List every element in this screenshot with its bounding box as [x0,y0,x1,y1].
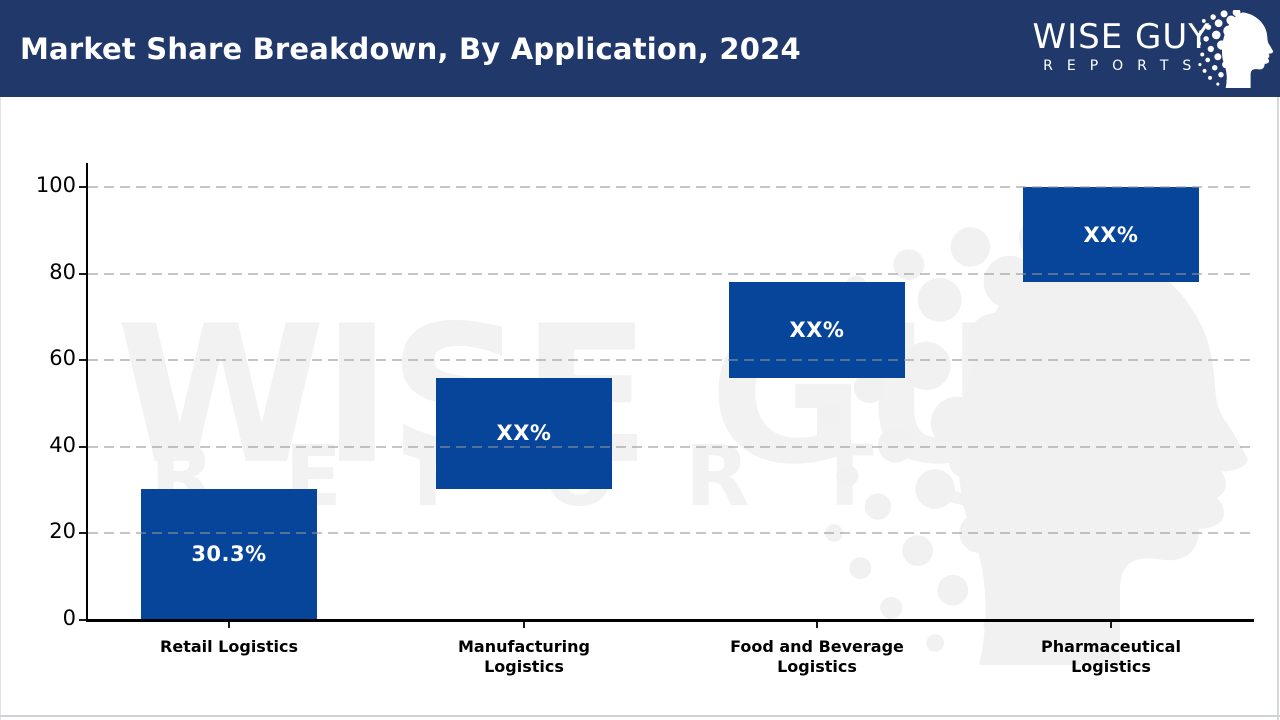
figure-border-right [1277,97,1279,720]
x-category-label-food-and-beverage-logistics: Food and Beverage Logistics [730,637,904,676]
logo-text: WISE GUY REPORTS [1032,19,1210,74]
y-axis-tick-20 [79,532,88,535]
x-category-label-retail-logistics: Retail Logistics [160,637,298,656]
y-axis-tick-label-60: 60 [49,346,76,371]
logo-subtext: REPORTS [1043,58,1206,74]
y-axis-tick-0 [79,619,88,621]
y-axis-tick-label-80: 80 [49,259,76,284]
bar-value-label-food-and-beverage-logistics: XX% [789,317,845,342]
y-axis-line [86,163,88,622]
chart-area: WISE GUY REPORTS 02040608010030.3%Retail… [0,97,1280,720]
figure-border-bottom [0,715,1280,717]
bar-manufacturing-logistics: XX% [436,377,612,489]
y-axis-tick-60 [79,359,88,362]
bar-pharmaceutical-logistics: XX% [1023,187,1199,283]
x-axis-tick-pharmaceutical-logistics [1110,620,1112,628]
bar-value-label-manufacturing-logistics: XX% [496,421,552,446]
plot-area: 0 20 40 60 80 100 30.3% Retail Logistics XX% Manu… [0,97,1280,720]
figure-border-left [0,97,1,720]
logo-wordmark: WISE GUY [1032,17,1210,57]
x-axis-tick-retail-logistics [228,620,230,628]
page-title: Market Share Breakdown, By Application, … [20,31,801,66]
gridline-100 [88,186,1252,188]
y-axis-tick-80 [79,272,88,275]
x-category-label-pharmaceutical-logistics: Pharmaceutical Logistics [1041,637,1181,676]
gridline-60 [88,359,1252,362]
logo: WISE GUY REPORTS [1018,7,1270,91]
y-axis-tick-40 [79,445,88,448]
gridline-40 [88,445,1252,448]
x-axis-tick-food-and-beverage-logistics [816,620,818,628]
bar-value-label-pharmaceutical-logistics: XX% [1083,222,1139,247]
gridline-20 [88,532,1252,535]
gridline-80 [88,272,1252,275]
y-axis-tick-100 [79,186,88,188]
y-axis-tick-label-100: 100 [35,173,76,197]
x-category-label-manufacturing-logistics: Manufacturing Logistics [458,637,590,676]
y-axis-tick-label-0: 0 [62,606,76,630]
x-axis-line [86,619,1254,622]
bar-food-and-beverage-logistics: XX% [729,282,905,378]
y-axis-tick-label-20: 20 [49,519,76,544]
header: Market Share Breakdown, By Application, … [0,0,1280,97]
y-axis-tick-label-40: 40 [49,432,76,457]
bar-retail-logistics: 30.3% [141,488,317,620]
x-axis-tick-manufacturing-logistics [523,620,525,628]
logo-face-icon [1196,9,1274,89]
bar-value-label-retail-logistics: 30.3% [191,542,267,567]
